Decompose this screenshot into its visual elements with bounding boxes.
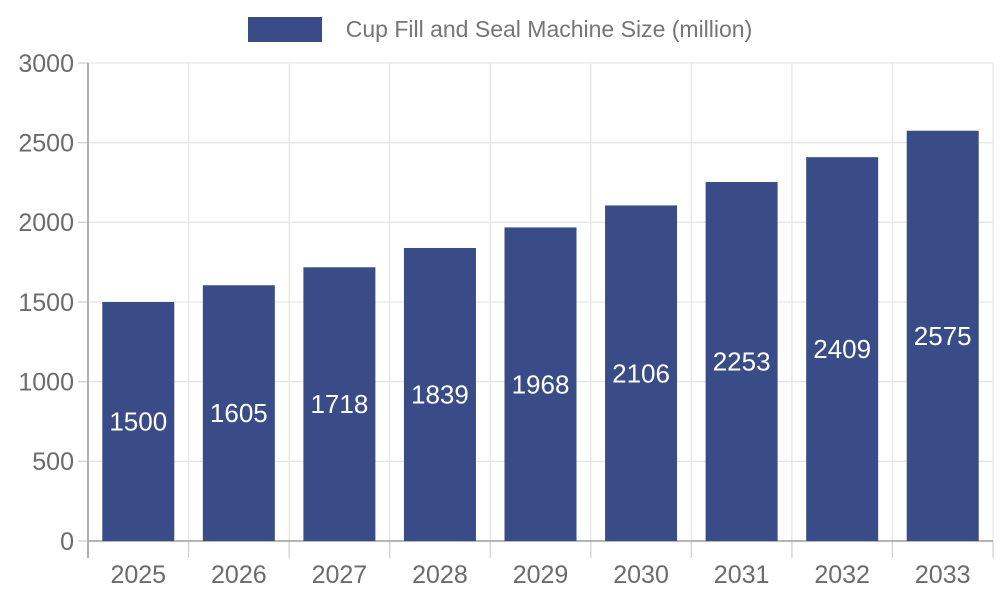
- y-tick-label: 1000: [18, 368, 74, 396]
- bar-2026[interactable]: [202, 285, 275, 541]
- bar-2033[interactable]: [906, 130, 979, 541]
- x-tick-label: 2033: [915, 561, 971, 589]
- y-tick-label: 1500: [18, 289, 74, 317]
- bar-2032[interactable]: [806, 157, 879, 541]
- y-tick-label: 2000: [18, 209, 74, 237]
- x-tick-label: 2032: [814, 561, 870, 589]
- x-tick-label: 2028: [412, 561, 468, 589]
- bar-value-label: 2409: [813, 334, 871, 364]
- y-tick-label: 0: [60, 528, 74, 556]
- x-tick-label: 2029: [513, 561, 569, 589]
- bar-2031[interactable]: [705, 182, 778, 541]
- y-tick-label: 3000: [18, 50, 74, 78]
- x-tick-label: 2030: [613, 561, 669, 589]
- bar-2029[interactable]: [504, 227, 577, 541]
- x-tick-label: 2026: [211, 561, 267, 589]
- bar-value-label: 2575: [914, 321, 972, 351]
- y-tick-label: 2500: [18, 129, 74, 157]
- bar-value-label: 1968: [512, 369, 570, 399]
- bar-value-label: 1605: [210, 398, 268, 428]
- y-tick-label: 500: [32, 448, 74, 476]
- legend-swatch: [247, 17, 322, 42]
- bar-value-label: 2253: [713, 347, 771, 377]
- bar-value-label: 1839: [411, 380, 469, 410]
- legend-label: Cup Fill and Seal Machine Size (million): [345, 16, 753, 42]
- x-tick-label: 2027: [312, 561, 368, 589]
- bar-2025[interactable]: [102, 302, 175, 541]
- bar-2028[interactable]: [403, 247, 476, 541]
- bar-value-label: 1718: [310, 389, 368, 419]
- bar-value-label: 1500: [109, 407, 167, 437]
- bar-2027[interactable]: [303, 267, 376, 541]
- x-tick-label: 2031: [714, 561, 770, 589]
- bar-2030[interactable]: [605, 205, 678, 541]
- legend[interactable]: Cup Fill and Seal Machine Size (million): [0, 17, 1000, 42]
- x-tick-label: 2025: [110, 561, 166, 589]
- bar-value-label: 2106: [612, 358, 670, 388]
